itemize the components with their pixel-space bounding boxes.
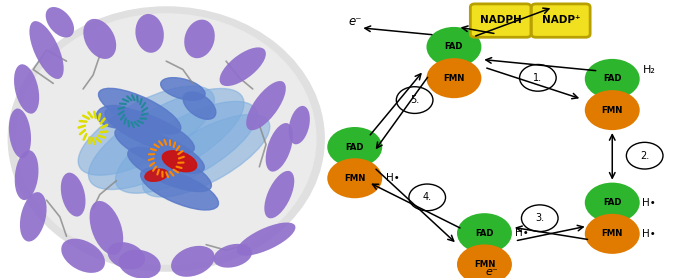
Text: NADPH: NADPH xyxy=(480,15,522,25)
Ellipse shape xyxy=(14,64,39,114)
Text: NADP⁺: NADP⁺ xyxy=(542,15,580,25)
Ellipse shape xyxy=(118,250,161,278)
Circle shape xyxy=(426,27,482,67)
Text: 4.: 4. xyxy=(423,192,432,202)
FancyBboxPatch shape xyxy=(470,4,531,37)
Ellipse shape xyxy=(237,222,295,256)
Text: H₂: H₂ xyxy=(643,65,655,75)
Ellipse shape xyxy=(265,171,294,218)
Circle shape xyxy=(519,64,556,91)
Circle shape xyxy=(457,213,512,253)
Ellipse shape xyxy=(162,151,197,172)
Circle shape xyxy=(626,142,663,169)
Ellipse shape xyxy=(8,7,324,271)
Ellipse shape xyxy=(288,106,310,144)
Text: FMN: FMN xyxy=(601,106,623,115)
Ellipse shape xyxy=(29,21,64,79)
Text: 5.: 5. xyxy=(410,95,419,105)
Text: 2.: 2. xyxy=(640,151,650,161)
Text: H•: H• xyxy=(514,228,528,238)
Ellipse shape xyxy=(145,169,168,181)
Text: 3.: 3. xyxy=(536,213,545,223)
Text: e⁻: e⁻ xyxy=(348,15,361,28)
Text: FAD: FAD xyxy=(603,198,622,207)
Circle shape xyxy=(457,244,512,278)
Text: FAD: FAD xyxy=(475,229,493,238)
Text: H•: H• xyxy=(386,173,400,183)
Text: e⁻: e⁻ xyxy=(486,267,498,277)
Text: FAD: FAD xyxy=(603,75,622,83)
Ellipse shape xyxy=(61,239,105,273)
Ellipse shape xyxy=(220,47,266,86)
Circle shape xyxy=(328,158,382,198)
Ellipse shape xyxy=(184,20,215,58)
Ellipse shape xyxy=(135,14,164,53)
Ellipse shape xyxy=(141,168,218,210)
Text: 1.: 1. xyxy=(533,73,542,83)
Ellipse shape xyxy=(88,88,244,190)
Ellipse shape xyxy=(265,123,293,172)
Ellipse shape xyxy=(46,7,74,38)
Ellipse shape xyxy=(99,88,181,134)
Ellipse shape xyxy=(246,81,286,130)
Text: FAD: FAD xyxy=(346,143,364,152)
Circle shape xyxy=(584,183,640,223)
Ellipse shape xyxy=(20,192,47,242)
Circle shape xyxy=(584,59,640,99)
Ellipse shape xyxy=(61,173,85,217)
Ellipse shape xyxy=(214,244,252,268)
Ellipse shape xyxy=(183,92,216,119)
Text: FMN: FMN xyxy=(474,260,495,269)
Circle shape xyxy=(409,184,445,211)
FancyBboxPatch shape xyxy=(531,4,590,37)
Ellipse shape xyxy=(171,246,215,277)
Ellipse shape xyxy=(97,105,136,128)
Text: H•: H• xyxy=(643,198,656,208)
Ellipse shape xyxy=(160,78,205,100)
Ellipse shape xyxy=(127,148,211,192)
Circle shape xyxy=(584,214,640,254)
Ellipse shape xyxy=(9,108,31,158)
Circle shape xyxy=(328,127,382,167)
Ellipse shape xyxy=(15,150,38,200)
Text: FMN: FMN xyxy=(443,74,465,83)
Ellipse shape xyxy=(78,86,214,175)
Text: H•: H• xyxy=(643,229,656,239)
Ellipse shape xyxy=(108,242,145,269)
Ellipse shape xyxy=(83,19,116,59)
Ellipse shape xyxy=(90,201,123,255)
Circle shape xyxy=(522,205,558,232)
Text: FMN: FMN xyxy=(344,174,365,183)
Ellipse shape xyxy=(143,114,270,197)
Text: FAD: FAD xyxy=(444,43,463,51)
Circle shape xyxy=(396,87,433,113)
Ellipse shape xyxy=(17,14,316,264)
Ellipse shape xyxy=(116,101,257,193)
Ellipse shape xyxy=(115,127,204,173)
Text: FMN: FMN xyxy=(601,229,623,238)
Ellipse shape xyxy=(105,108,195,154)
Circle shape xyxy=(584,90,640,130)
Circle shape xyxy=(426,58,482,98)
